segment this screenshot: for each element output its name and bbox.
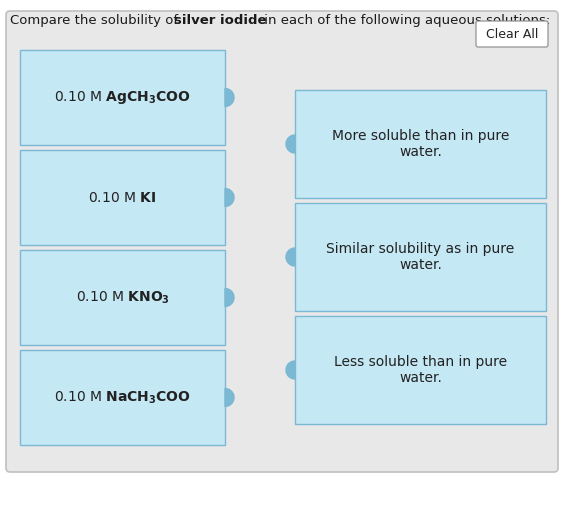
Polygon shape	[286, 248, 295, 266]
FancyBboxPatch shape	[20, 150, 225, 245]
Text: 0.10 M $\mathbf{KNO_3}$: 0.10 M $\mathbf{KNO_3}$	[76, 289, 170, 306]
Text: Less soluble than in pure
water.: Less soluble than in pure water.	[334, 355, 507, 385]
Text: 0.10 M $\mathbf{NaCH_3COO}$: 0.10 M $\mathbf{NaCH_3COO}$	[54, 389, 191, 406]
Text: More soluble than in pure
water.: More soluble than in pure water.	[332, 129, 509, 159]
Polygon shape	[225, 288, 234, 306]
FancyBboxPatch shape	[20, 50, 225, 145]
Polygon shape	[286, 361, 295, 379]
FancyBboxPatch shape	[20, 350, 225, 445]
FancyBboxPatch shape	[295, 316, 546, 424]
Text: silver iodide: silver iodide	[174, 14, 267, 27]
FancyBboxPatch shape	[20, 250, 225, 345]
Text: Compare the solubility of: Compare the solubility of	[10, 14, 182, 27]
FancyBboxPatch shape	[6, 11, 558, 472]
Text: 0.10 M $\mathbf{AgCH_3COO}$: 0.10 M $\mathbf{AgCH_3COO}$	[54, 89, 191, 106]
Polygon shape	[225, 388, 234, 406]
Polygon shape	[225, 89, 234, 107]
Text: Clear All: Clear All	[486, 28, 538, 41]
FancyBboxPatch shape	[295, 203, 546, 311]
Text: Similar solubility as in pure
water.: Similar solubility as in pure water.	[327, 242, 514, 272]
Polygon shape	[286, 135, 295, 153]
Text: in each of the following aqueous solutions:: in each of the following aqueous solutio…	[260, 14, 550, 27]
FancyBboxPatch shape	[295, 90, 546, 198]
FancyBboxPatch shape	[476, 21, 548, 47]
Text: 0.10 M $\mathbf{KI}$: 0.10 M $\mathbf{KI}$	[89, 190, 157, 205]
Polygon shape	[225, 188, 234, 207]
